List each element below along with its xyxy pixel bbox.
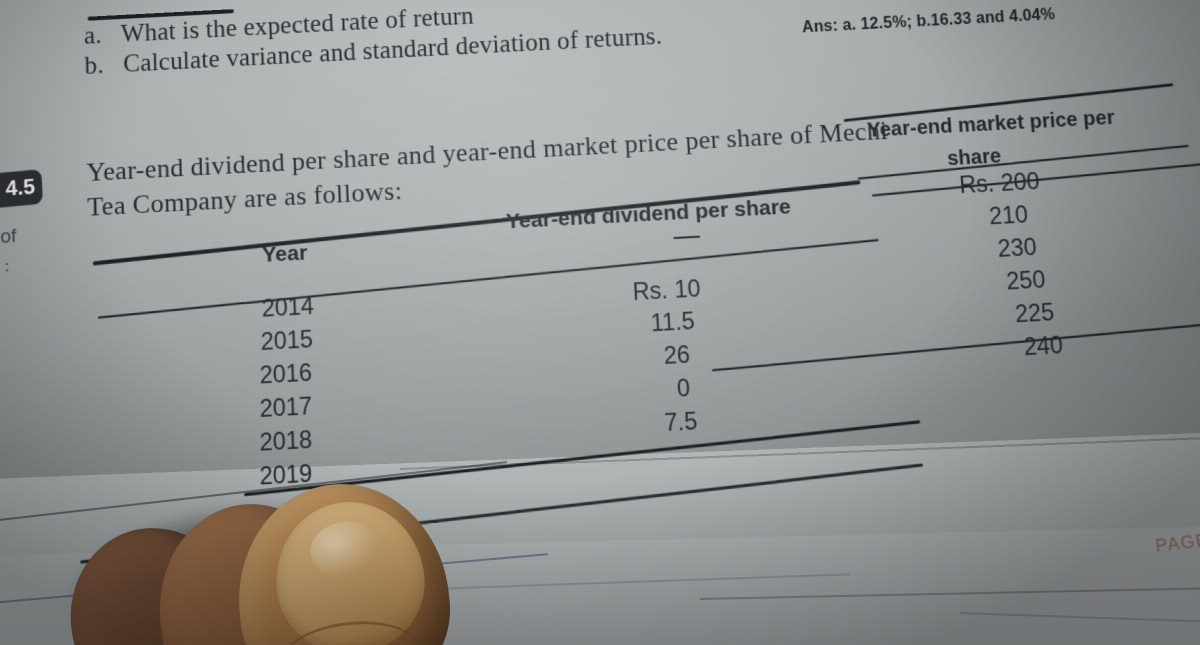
dividend-dash-mark bbox=[673, 235, 700, 240]
table-cell-year: 2018 bbox=[259, 425, 313, 456]
table-rule-bottom-right bbox=[711, 322, 1200, 372]
thumb-holding-page bbox=[38, 463, 470, 645]
table-cell-price: 240 bbox=[1022, 331, 1065, 361]
table-cell-price: 250 bbox=[1005, 265, 1047, 295]
column-header-dividend: Year-end dividend per share bbox=[505, 194, 792, 234]
table-cell-year: 2014 bbox=[261, 292, 315, 322]
table-cell-dividend: 26 bbox=[663, 340, 691, 370]
page-stamp-label: PAGE bbox=[1154, 529, 1200, 557]
table-cell-year: 2017 bbox=[259, 392, 313, 423]
table-cell-price: Rs. 200 bbox=[958, 167, 1041, 199]
table-cell-price: 210 bbox=[988, 200, 1030, 230]
table-cell-dividend: 7.5 bbox=[663, 407, 699, 437]
table-cell-price: 225 bbox=[1014, 298, 1056, 328]
column-header-market-line2: share bbox=[946, 145, 1002, 171]
table-cell-dividend: 11.5 bbox=[650, 307, 696, 337]
data-table: Year Year-end dividend per share Year-en… bbox=[80, 83, 1200, 564]
table-cell-year: 2016 bbox=[259, 358, 313, 389]
table-cell-price: 230 bbox=[996, 233, 1038, 263]
column-header-year: Year bbox=[261, 241, 308, 268]
table-cell-dividend: 0 bbox=[676, 374, 691, 402]
table-cell-dividend: Rs. 10 bbox=[631, 274, 702, 306]
table-cell-year: 2015 bbox=[260, 325, 314, 356]
